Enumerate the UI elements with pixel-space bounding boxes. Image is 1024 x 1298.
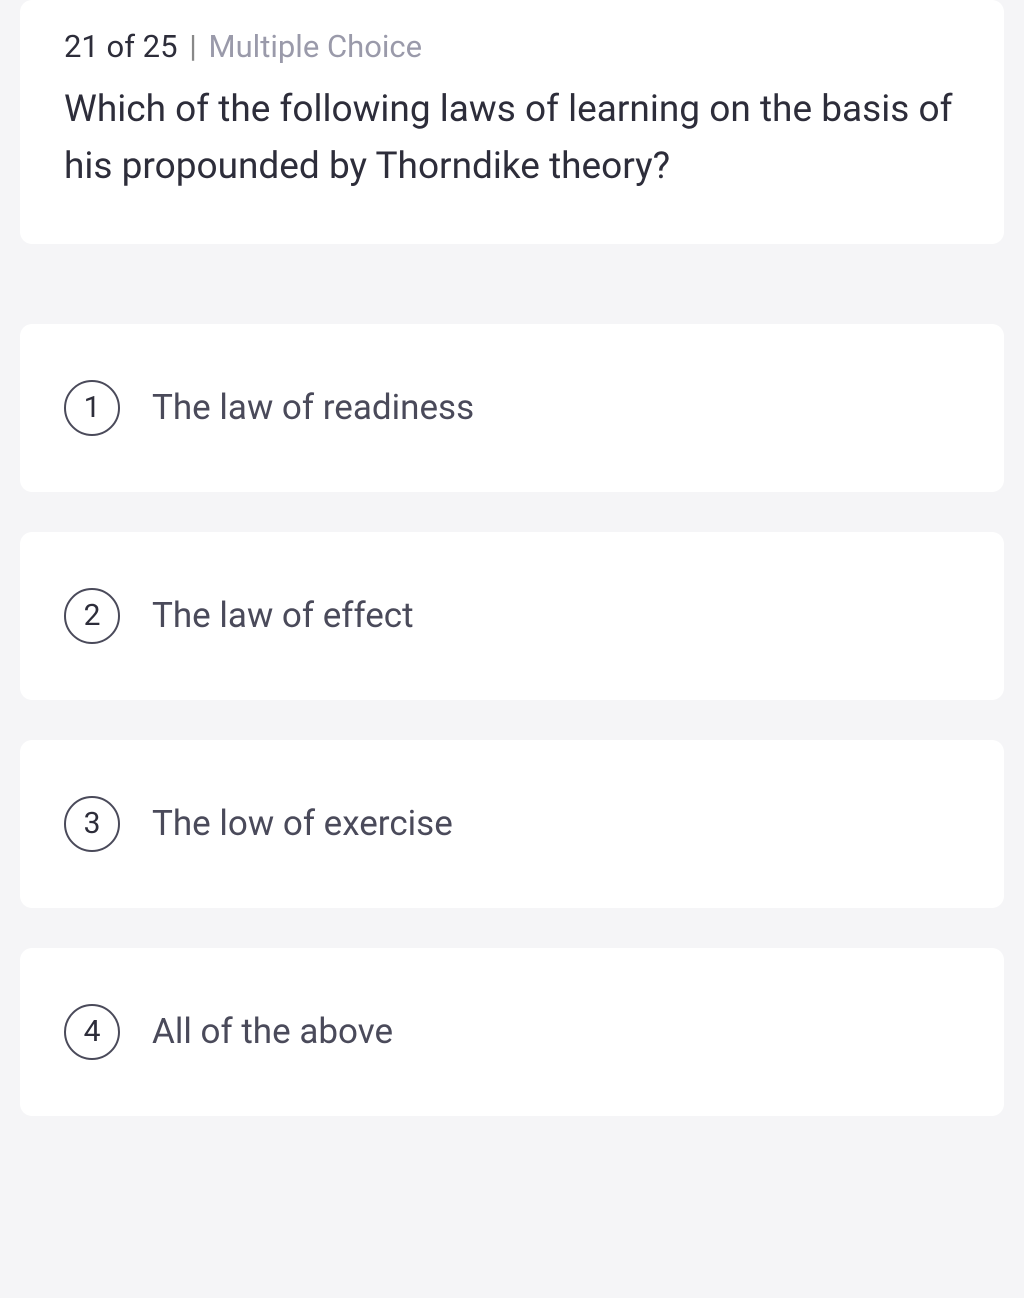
options-container: 1 The law of readiness 2 The law of effe… (0, 324, 1024, 1116)
question-text: Which of the following laws of learning … (64, 81, 960, 196)
question-card: 21 of 25 | Multiple Choice Which of the … (20, 0, 1004, 244)
option-text: All of the above (152, 1011, 393, 1052)
option-1[interactable]: 1 The law of readiness (20, 324, 1004, 492)
option-number-badge: 1 (64, 380, 120, 436)
question-type: Multiple Choice (209, 28, 423, 65)
option-4[interactable]: 4 All of the above (20, 948, 1004, 1116)
option-text: The law of effect (152, 595, 414, 636)
option-2[interactable]: 2 The law of effect (20, 532, 1004, 700)
question-header: 21 of 25 | Multiple Choice (64, 28, 960, 65)
option-text: The low of exercise (152, 803, 453, 844)
option-number-badge: 2 (64, 588, 120, 644)
option-text: The law of readiness (152, 387, 474, 428)
option-number-badge: 3 (64, 796, 120, 852)
option-3[interactable]: 3 The low of exercise (20, 740, 1004, 908)
option-number-badge: 4 (64, 1004, 120, 1060)
question-separator: | (189, 28, 197, 65)
question-counter: 21 of 25 (64, 28, 178, 65)
